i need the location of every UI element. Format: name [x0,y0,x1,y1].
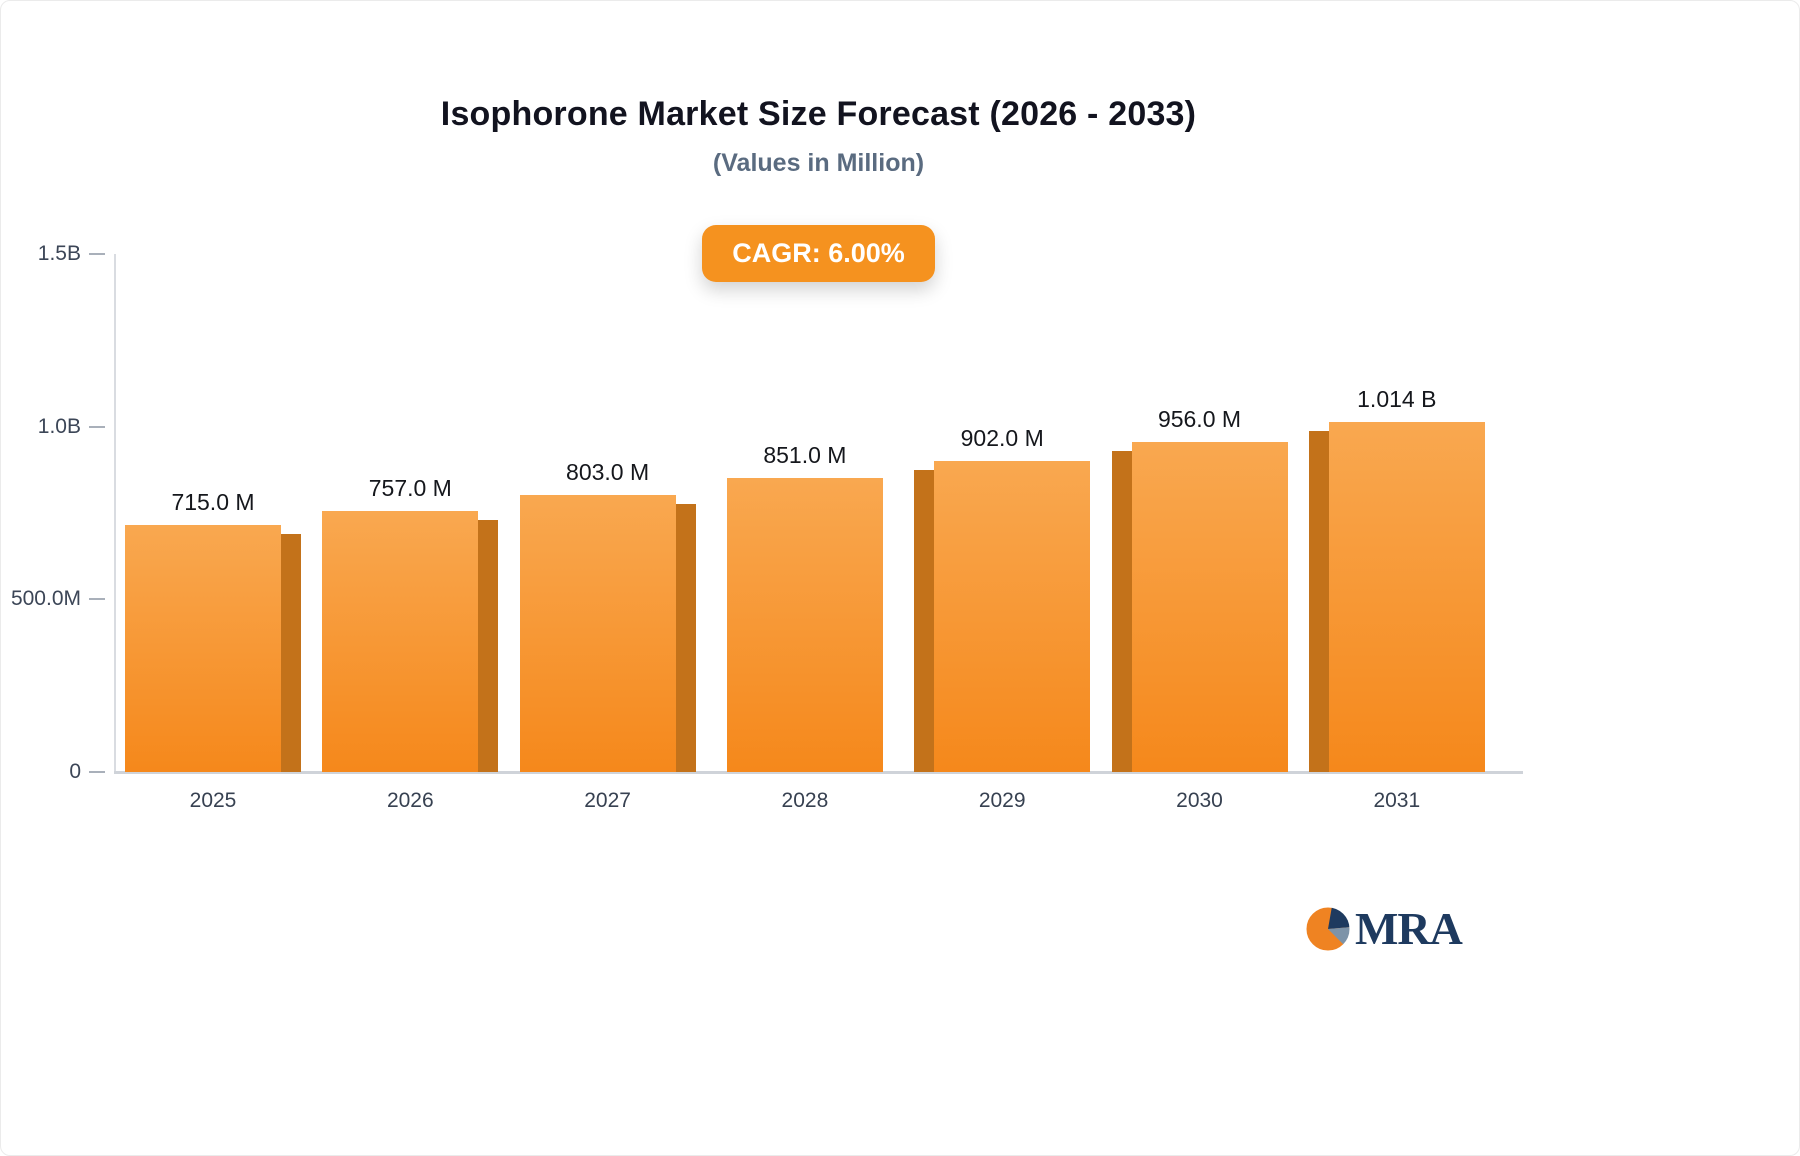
bar[interactable] [322,510,479,772]
x-axis-label: 2031 [1373,789,1421,812]
chart-title: Isophorone Market Size Forecast (2026 - … [440,95,1197,133]
bar[interactable] [125,525,281,772]
bar[interactable] [1328,421,1485,772]
x-axis-label: 2027 [584,789,631,812]
y-axis-label: 0 [69,760,81,783]
bar-side-face [1308,430,1329,772]
y-axis-label: 1.0B [37,414,81,438]
bar-value-label: 715.0 M [171,489,255,516]
cagr-badge-row: CAGR: 6.00% [114,225,1523,282]
bar-value-label: 1.014 B [1357,385,1437,412]
y-axis-tick [89,598,105,601]
cagr-badge: CAGR: 6.00% [702,225,935,282]
bar[interactable] [934,460,1091,772]
brand-logo: MRA [1304,902,1463,955]
chart-subtitle: (Values in Million) [712,149,925,177]
y-axis-tick [89,253,105,255]
bar[interactable] [1131,441,1288,772]
bar-side-face [1111,450,1132,772]
bar[interactable] [726,478,883,772]
bar-value-label: 956.0 M [1157,405,1242,432]
x-axis-label: 2028 [781,789,829,812]
y-axis-tick [89,771,105,773]
x-axis-label: 2029 [978,789,1026,812]
y-axis-tick [89,425,105,428]
bar-value-label: 851.0 M [763,442,847,469]
bar-side-face [914,469,935,772]
bar-value-label: 757.0 M [368,474,452,501]
y-axis-label: 500.0M [10,587,81,611]
bar-side-face [281,534,301,772]
bar-value-label: 803.0 M [566,458,650,485]
x-axis-line [114,771,1523,774]
x-axis-label: 2026 [386,789,434,812]
x-axis-label: 2025 [189,789,237,812]
bar[interactable] [519,494,676,772]
y-axis-line [114,254,116,774]
brand-logo-text: MRA [1355,903,1463,954]
bar-value-label: 902.0 M [960,424,1044,451]
y-axis-label: 1.5B [37,242,81,265]
bar-side-face [478,519,499,772]
brand-logo-pie-icon [1305,906,1351,951]
x-axis-label: 2030 [1176,789,1223,812]
bar-side-face [675,503,696,772]
